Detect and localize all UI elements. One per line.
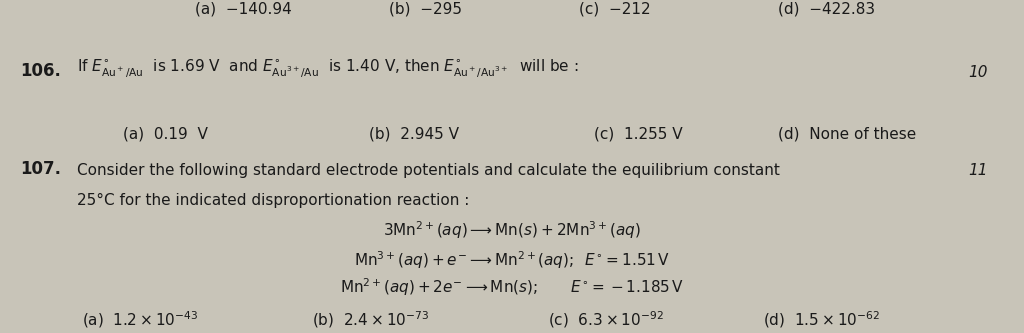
Text: (a)  −140.94: (a) −140.94	[195, 2, 291, 17]
Text: (a)  0.19  V: (a) 0.19 V	[123, 127, 208, 142]
Text: 10: 10	[969, 65, 988, 80]
Text: Consider the following standard electrode potentials and calculate the equilibri: Consider the following standard electrod…	[77, 163, 779, 178]
Text: (c)  −212: (c) −212	[579, 2, 650, 17]
Text: (c)  $6.3 \times 10^{-92}$: (c) $6.3 \times 10^{-92}$	[548, 309, 664, 330]
Text: (b)  $2.4 \times 10^{-73}$: (b) $2.4 \times 10^{-73}$	[312, 309, 430, 330]
Text: (d)  None of these: (d) None of these	[778, 127, 916, 142]
Text: 11: 11	[969, 163, 988, 178]
Text: $\mathrm{Mn}^{2+}(aq) + 2e^{-} \longrightarrow \mathrm{Mn}(s);\quad\quad E^{\cir: $\mathrm{Mn}^{2+}(aq) + 2e^{-} \longrigh…	[340, 276, 684, 298]
Text: (d)  $1.5 \times 10^{-62}$: (d) $1.5 \times 10^{-62}$	[763, 309, 880, 330]
Text: (b)  2.945 V: (b) 2.945 V	[369, 127, 459, 142]
Text: 106.: 106.	[20, 62, 61, 80]
Text: $3\mathrm{Mn}^{2+}(aq) \longrightarrow \mathrm{Mn}(s) + 2\mathrm{Mn}^{3+}(aq)$: $3\mathrm{Mn}^{2+}(aq) \longrightarrow \…	[383, 220, 641, 241]
Text: (c)  1.255 V: (c) 1.255 V	[594, 127, 683, 142]
Text: (d)  −422.83: (d) −422.83	[778, 2, 876, 17]
Text: If $E^{\circ}_{\mathrm{Au^+/Au}}$  is 1.69 V  and $E^{\circ}_{\mathrm{Au^{3+}/Au: If $E^{\circ}_{\mathrm{Au^+/Au}}$ is 1.6…	[77, 57, 579, 80]
Text: (b)  −295: (b) −295	[389, 2, 462, 17]
Text: 107.: 107.	[20, 160, 61, 178]
Text: (a)  $1.2 \times 10^{-43}$: (a) $1.2 \times 10^{-43}$	[82, 309, 198, 330]
Text: 25°C for the indicated disproportionation reaction :: 25°C for the indicated disproportionatio…	[77, 193, 469, 208]
Text: $\mathrm{Mn}^{3+}(aq) + e^{-} \longrightarrow \mathrm{Mn}^{2+}(aq);\;\; E^{\circ: $\mathrm{Mn}^{3+}(aq) + e^{-} \longright…	[354, 250, 670, 271]
